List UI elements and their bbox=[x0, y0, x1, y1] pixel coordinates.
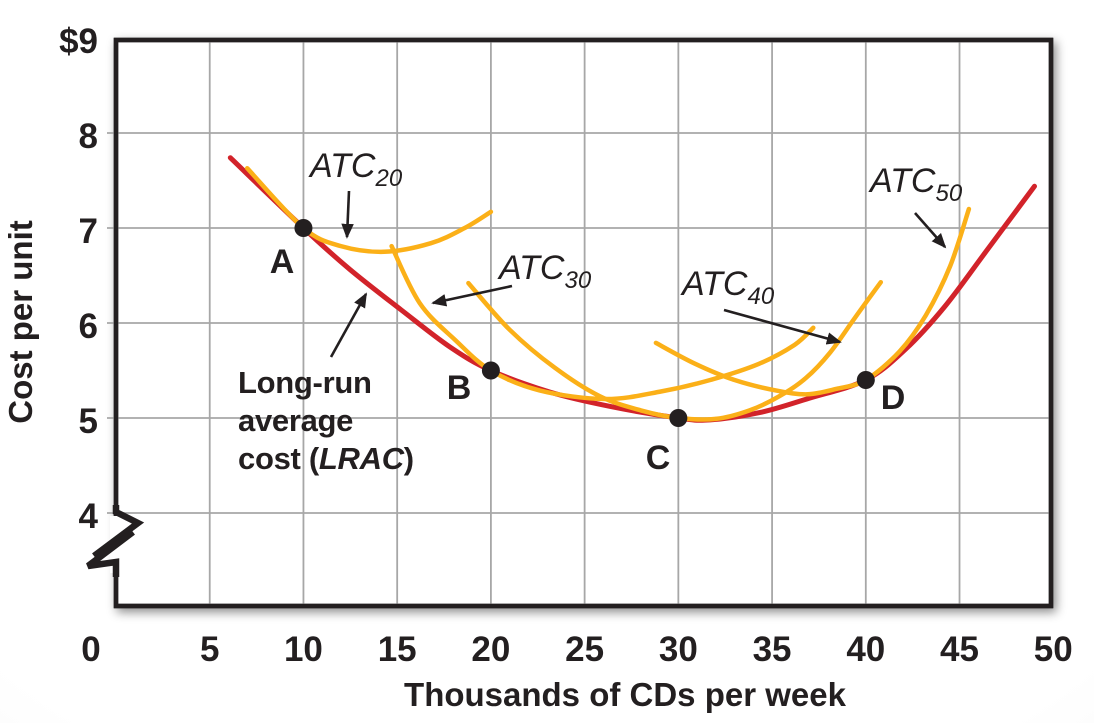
curve-label-atc40: ATC40 bbox=[680, 265, 775, 310]
lrac-label-line3-italic: LRAC bbox=[319, 441, 405, 476]
lrac-label-line1: Long-run bbox=[238, 365, 372, 400]
curve-label-arrow-atc30 bbox=[431, 284, 513, 307]
lrac-label: Long-run average cost (LRAC) bbox=[238, 365, 414, 476]
y-tick-label-5: 5 bbox=[79, 402, 98, 441]
y-tick-label-4: 4 bbox=[79, 497, 99, 536]
point-dot-A bbox=[294, 219, 313, 237]
point-label-A: A bbox=[270, 243, 295, 281]
gridlines bbox=[107, 40, 1051, 606]
tangency-points: A B C D bbox=[270, 219, 906, 477]
y-tick-label-7: 7 bbox=[79, 212, 98, 251]
lrac-label-line3-post: ) bbox=[404, 441, 414, 476]
point-label-B: B bbox=[447, 369, 472, 407]
curve-label-atc30: ATC30 bbox=[497, 249, 592, 294]
curve-label-arrow-atc40 bbox=[723, 308, 842, 345]
point-label-D: D bbox=[881, 379, 906, 417]
x-tick-label-5: 5 bbox=[200, 630, 219, 669]
x-tick-label-15: 15 bbox=[378, 630, 417, 669]
y-tick-label-9: $9 bbox=[59, 22, 98, 61]
y-axis-break-icon bbox=[86, 505, 145, 577]
curve-label-atc20: ATC20 bbox=[308, 147, 403, 192]
point-dot-D bbox=[856, 371, 875, 389]
atc40-curve bbox=[466, 279, 884, 422]
lrac-label-line3-pre: cost ( bbox=[238, 441, 320, 476]
x-tick-label-0: 0 bbox=[81, 630, 100, 669]
y-axis-title: Cost per unit bbox=[2, 220, 39, 424]
x-axis-title: Thousands of CDs per week bbox=[404, 676, 847, 713]
x-tick-label-35: 35 bbox=[753, 630, 792, 669]
x-tick-label-50: 50 bbox=[1034, 630, 1073, 669]
x-tick-label-10: 10 bbox=[284, 630, 323, 669]
y-tick-label-6: 6 bbox=[79, 307, 98, 346]
x-tick-label-30: 30 bbox=[659, 630, 698, 669]
lrac-label-arrow bbox=[329, 292, 368, 358]
x-tick-label-20: 20 bbox=[471, 630, 510, 669]
curve-annotations: ATC20 ATC30 ATC40 ATC50 bbox=[308, 147, 963, 358]
tick-labels: 0 5 10 15 20 25 30 35 40 45 50 $9 8 7 6 5 4 bbox=[59, 22, 1073, 669]
point-dot-B bbox=[481, 361, 500, 380]
curve-label-arrow-atc50 bbox=[914, 212, 947, 249]
atc50-curve bbox=[653, 206, 972, 397]
x-tick-label-25: 25 bbox=[565, 630, 604, 669]
plot-border bbox=[113, 37, 1054, 609]
point-label-C: C bbox=[646, 439, 671, 477]
x-tick-label-45: 45 bbox=[940, 630, 979, 669]
curve-label-arrow-atc20 bbox=[341, 190, 354, 239]
lrac-label-line2: average bbox=[238, 403, 353, 438]
curve-label-atc50: ATC50 bbox=[868, 162, 963, 207]
point-dot-C bbox=[669, 409, 688, 427]
x-tick-label-40: 40 bbox=[846, 630, 885, 669]
y-tick-label-8: 8 bbox=[79, 117, 98, 156]
